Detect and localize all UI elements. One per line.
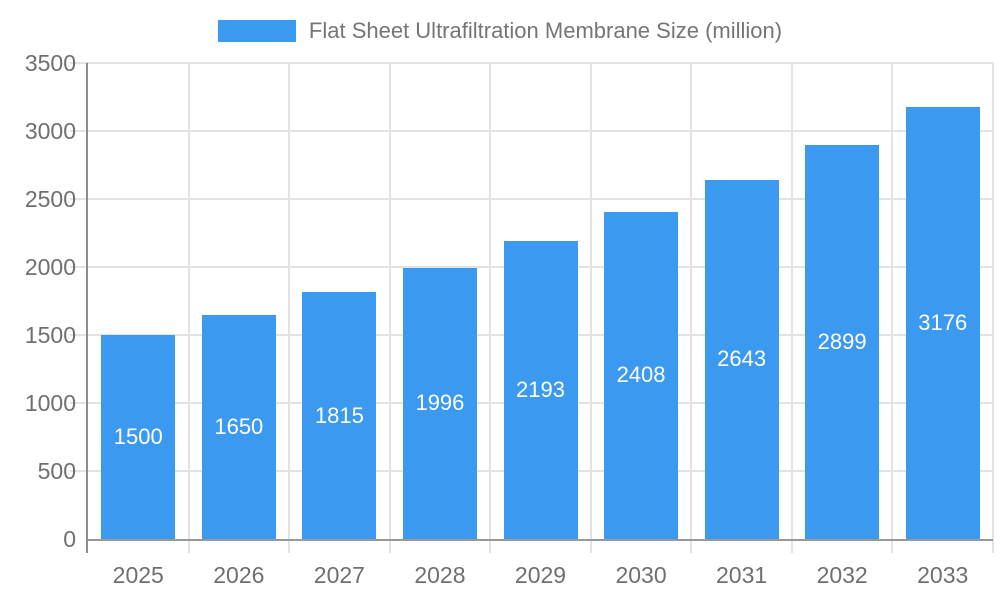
legend-swatch [217, 20, 296, 42]
gridline-vertical [489, 63, 492, 553]
legend[interactable]: Flat Sheet Ultrafiltration Membrane Size… [0, 18, 1000, 44]
y-axis-line [86, 63, 88, 553]
y-axis-tick-label: 1500 [24, 322, 76, 348]
x-axis-tick-label: 2026 [213, 562, 265, 588]
bar[interactable]: 2899 [805, 144, 880, 539]
y-axis-tick-label: 0 [63, 526, 76, 552]
bar[interactable]: 1996 [402, 267, 477, 539]
gridline-vertical [388, 63, 391, 553]
x-axis-tick-label: 2025 [112, 562, 164, 588]
y-axis-tick-label: 2000 [24, 254, 76, 280]
gridline-vertical [790, 63, 793, 553]
bar-value-label: 2899 [817, 328, 867, 354]
x-axis-tick-label: 2028 [414, 562, 466, 588]
y-axis-tick-label: 2500 [24, 186, 76, 212]
y-axis-tick-label: 3000 [24, 118, 76, 144]
gridline-vertical [187, 63, 190, 553]
bar[interactable]: 2408 [604, 211, 679, 539]
gridline-vertical [288, 63, 291, 553]
gridline-vertical [589, 63, 592, 553]
legend-label: Flat Sheet Ultrafiltration Membrane Size… [308, 18, 783, 43]
bar-value-label: 2193 [516, 376, 565, 402]
bar[interactable]: 3176 [905, 107, 980, 539]
gridline-vertical [891, 63, 894, 553]
x-axis-tick-label: 2030 [615, 562, 667, 588]
bar-value-label: 1815 [314, 402, 364, 428]
bar-value-label: 1500 [113, 424, 163, 449]
bar-value-label: 2408 [616, 362, 666, 388]
bar-value-label: 1996 [415, 390, 465, 416]
x-axis-tick-label: 2031 [716, 562, 768, 588]
bar-value-label: 3176 [918, 310, 968, 336]
bar[interactable]: 1650 [201, 314, 276, 539]
x-axis-tick-label: 2033 [917, 562, 969, 588]
y-axis-tick-label: 500 [37, 458, 76, 484]
bar[interactable]: 1815 [302, 292, 377, 539]
bar-value-label: 1650 [214, 413, 264, 439]
gridline-vertical [992, 63, 994, 553]
bar[interactable]: 2643 [704, 179, 779, 539]
gridline-horizontal [70, 62, 993, 64]
x-axis-line [88, 539, 993, 541]
y-axis-tick-label: 1000 [24, 390, 76, 416]
gridline-horizontal [70, 130, 993, 132]
bar-value-label: 2643 [717, 346, 767, 372]
bar[interactable]: 2193 [503, 240, 578, 539]
y-axis-tick-label: 3500 [24, 50, 76, 76]
gridline-vertical [690, 63, 693, 553]
bar[interactable]: 1500 [101, 335, 176, 539]
x-axis-tick-label: 2027 [313, 562, 365, 588]
gridline-horizontal [70, 198, 993, 200]
x-axis-tick-label: 2029 [514, 562, 567, 588]
x-axis-tick-label: 2032 [816, 562, 868, 588]
